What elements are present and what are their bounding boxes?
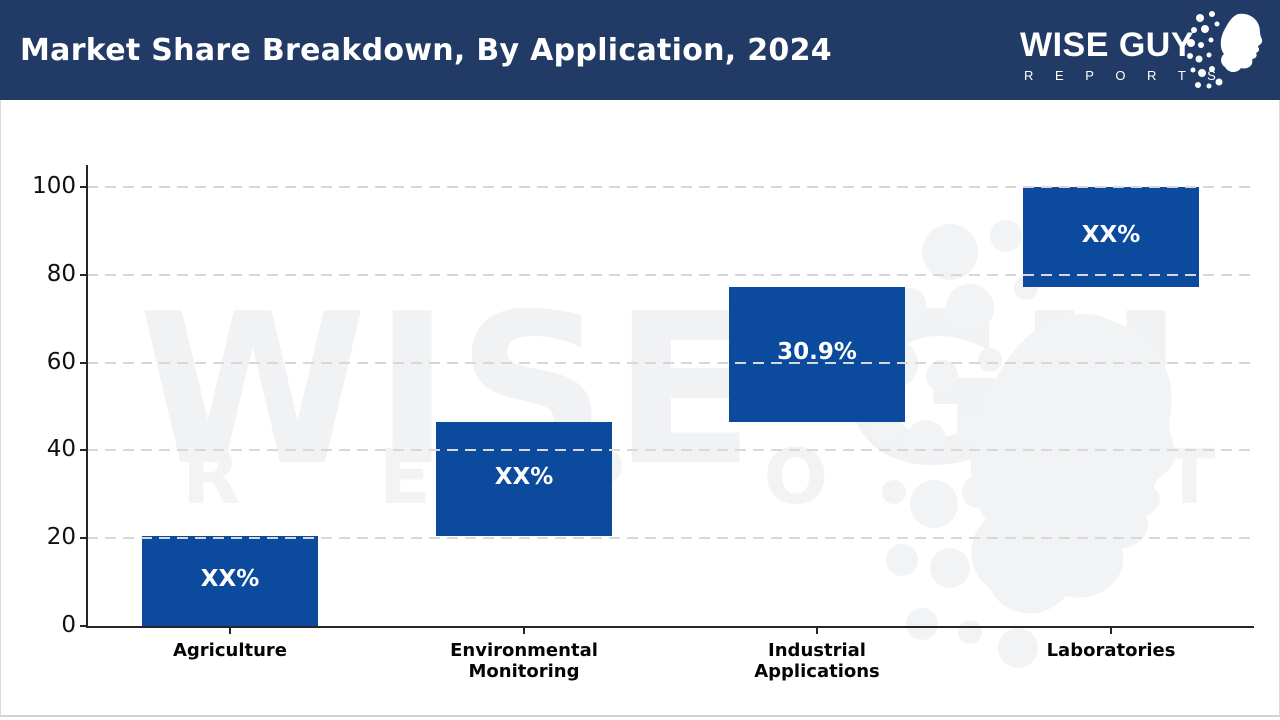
brand-subname: R E P O R T S bbox=[1024, 68, 1225, 83]
page-title: Market Share Breakdown, By Application, … bbox=[20, 33, 832, 68]
brand-head-icon bbox=[1187, 11, 1263, 89]
content-frame bbox=[0, 100, 1280, 717]
brand-logo-text: WISE GUY R E P O R T S bbox=[1018, 26, 1225, 83]
header-bar: Market Share Breakdown, By Application, … bbox=[0, 0, 1280, 100]
brand-logo: WISE GUY R E P O R T S bbox=[1018, 6, 1268, 94]
brand-name: WISE GUY bbox=[1019, 26, 1195, 64]
